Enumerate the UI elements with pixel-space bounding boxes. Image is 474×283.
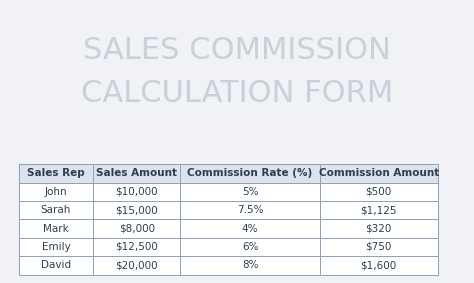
FancyBboxPatch shape xyxy=(320,219,438,238)
FancyBboxPatch shape xyxy=(320,164,438,183)
Text: $500: $500 xyxy=(365,187,392,197)
Text: $1,600: $1,600 xyxy=(361,260,397,270)
FancyBboxPatch shape xyxy=(93,238,180,256)
FancyBboxPatch shape xyxy=(19,219,93,238)
Text: 6%: 6% xyxy=(242,242,258,252)
Text: $8,000: $8,000 xyxy=(118,224,155,233)
FancyBboxPatch shape xyxy=(93,201,180,219)
FancyBboxPatch shape xyxy=(93,219,180,238)
FancyBboxPatch shape xyxy=(93,256,180,275)
Text: Sales Amount: Sales Amount xyxy=(96,168,177,178)
Text: David: David xyxy=(41,260,71,270)
Text: Emily: Emily xyxy=(42,242,71,252)
FancyBboxPatch shape xyxy=(180,219,320,238)
Text: Sales Rep: Sales Rep xyxy=(27,168,85,178)
Text: Mark: Mark xyxy=(43,224,69,233)
Text: Commission Rate (%): Commission Rate (%) xyxy=(187,168,313,178)
FancyBboxPatch shape xyxy=(180,238,320,256)
Text: Commission Amount: Commission Amount xyxy=(319,168,439,178)
FancyBboxPatch shape xyxy=(19,256,93,275)
Text: 8%: 8% xyxy=(242,260,258,270)
Text: 5%: 5% xyxy=(242,187,258,197)
Text: $10,000: $10,000 xyxy=(115,187,158,197)
FancyBboxPatch shape xyxy=(19,164,93,183)
Text: 4%: 4% xyxy=(242,224,258,233)
FancyBboxPatch shape xyxy=(180,256,320,275)
Text: $1,125: $1,125 xyxy=(360,205,397,215)
FancyBboxPatch shape xyxy=(320,201,438,219)
Text: $12,500: $12,500 xyxy=(115,242,158,252)
FancyBboxPatch shape xyxy=(180,201,320,219)
FancyBboxPatch shape xyxy=(320,256,438,275)
Text: John: John xyxy=(45,187,67,197)
Text: 7.5%: 7.5% xyxy=(237,205,264,215)
Text: $15,000: $15,000 xyxy=(115,205,158,215)
FancyBboxPatch shape xyxy=(93,183,180,201)
FancyBboxPatch shape xyxy=(180,164,320,183)
FancyBboxPatch shape xyxy=(93,164,180,183)
Text: CALCULATION FORM: CALCULATION FORM xyxy=(81,79,393,108)
FancyBboxPatch shape xyxy=(320,183,438,201)
Text: SALES COMMISSION: SALES COMMISSION xyxy=(83,37,391,65)
Text: $320: $320 xyxy=(365,224,392,233)
FancyBboxPatch shape xyxy=(320,238,438,256)
FancyBboxPatch shape xyxy=(19,238,93,256)
FancyBboxPatch shape xyxy=(19,183,93,201)
Text: $750: $750 xyxy=(365,242,392,252)
FancyBboxPatch shape xyxy=(19,201,93,219)
FancyBboxPatch shape xyxy=(180,183,320,201)
Text: $20,000: $20,000 xyxy=(115,260,158,270)
Text: Sarah: Sarah xyxy=(41,205,71,215)
